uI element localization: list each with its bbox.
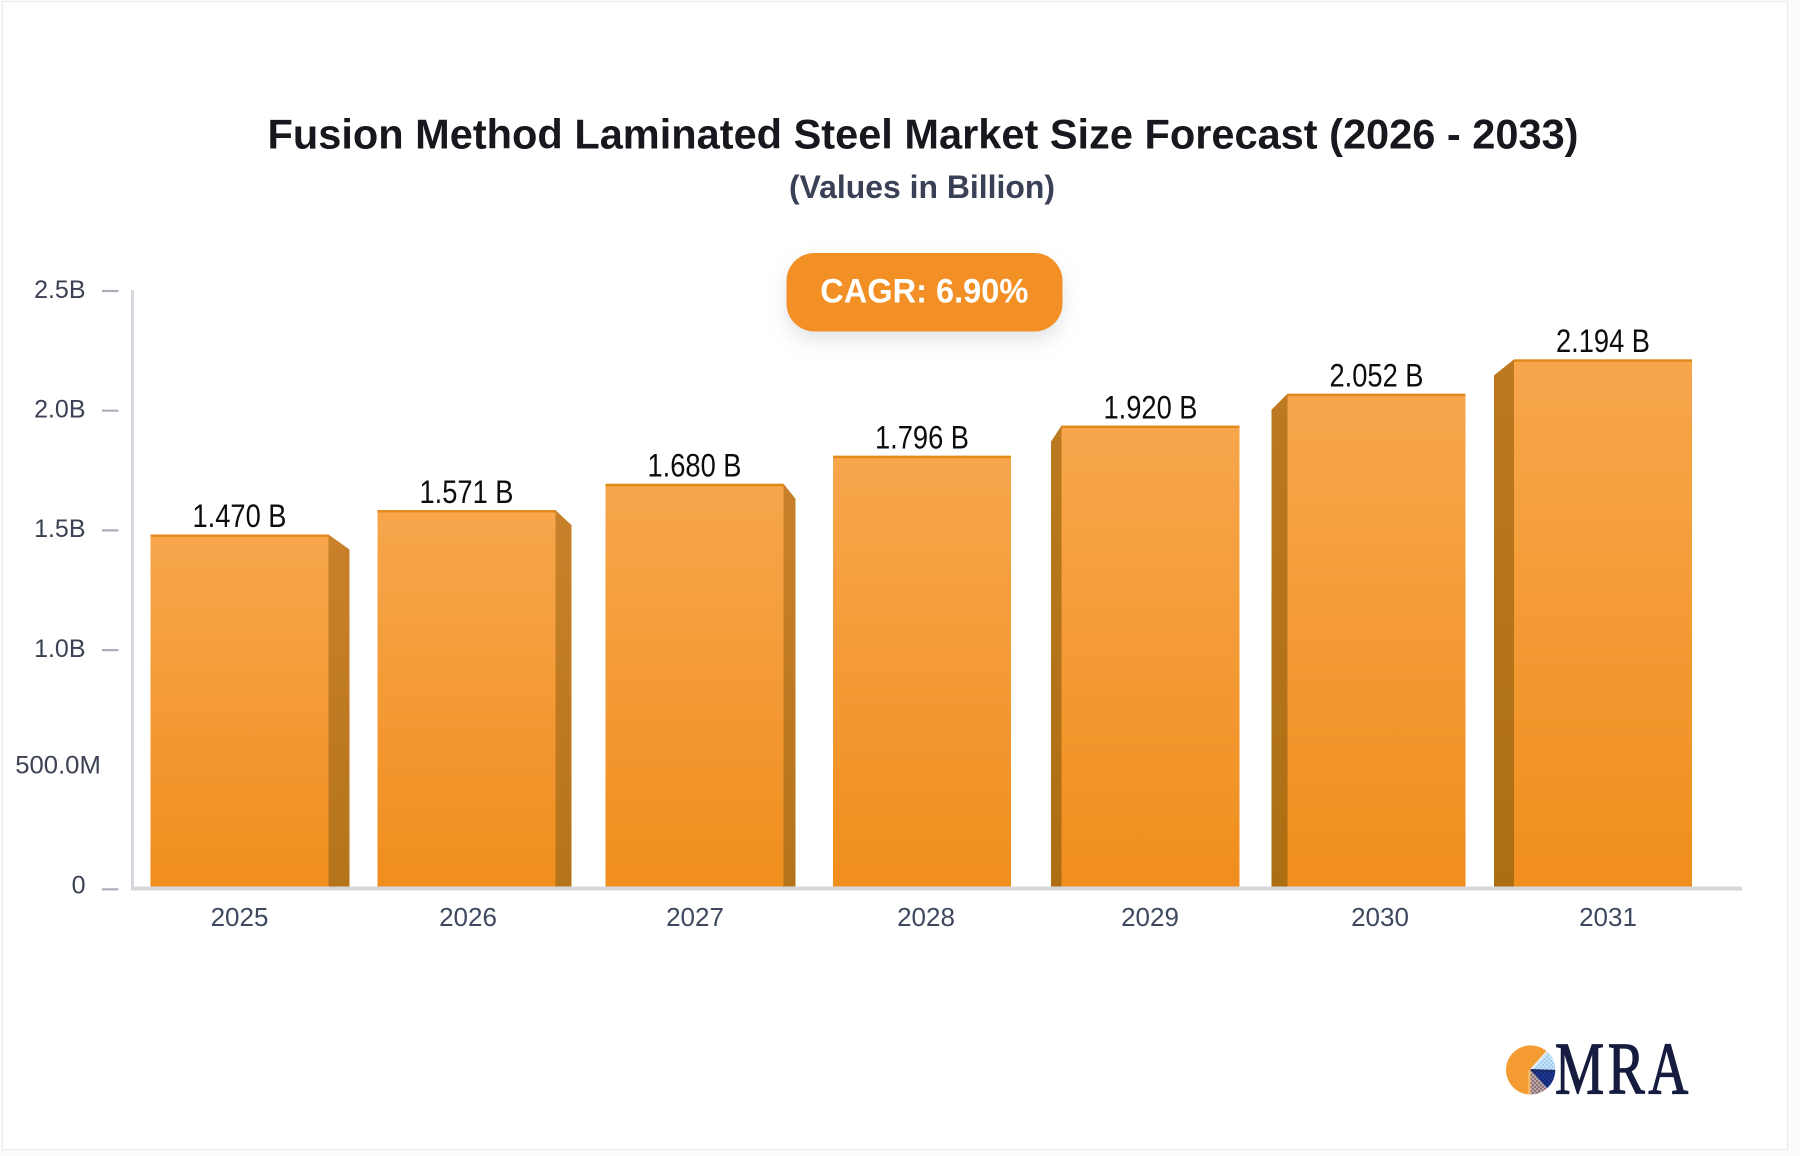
svg-text:2025: 2025 xyxy=(211,902,269,932)
svg-text:(Values in Billion): (Values in Billion) xyxy=(789,169,1055,205)
svg-text:1.5B: 1.5B xyxy=(34,515,85,543)
svg-text:2.052 B: 2.052 B xyxy=(1330,357,1424,393)
svg-text:MRA: MRA xyxy=(1555,1028,1692,1110)
svg-text:1.0B: 1.0B xyxy=(34,635,85,663)
svg-text:2028: 2028 xyxy=(897,902,955,932)
svg-text:1.571 B: 1.571 B xyxy=(420,474,514,510)
svg-text:2029: 2029 xyxy=(1121,902,1179,932)
svg-text:Fusion Method Laminated Steel: Fusion Method Laminated Steel Market Siz… xyxy=(268,111,1579,158)
svg-text:2.5B: 2.5B xyxy=(34,276,85,304)
svg-text:CAGR: 6.90%: CAGR: 6.90% xyxy=(820,273,1028,311)
svg-text:1.470 B: 1.470 B xyxy=(193,498,287,534)
svg-text:2027: 2027 xyxy=(666,902,724,932)
svg-text:2.194 B: 2.194 B xyxy=(1556,323,1650,359)
svg-text:500.0M: 500.0M xyxy=(15,752,101,780)
svg-text:2.0B: 2.0B xyxy=(34,396,85,424)
svg-text:1.680 B: 1.680 B xyxy=(648,448,742,484)
svg-text:2026: 2026 xyxy=(439,902,497,932)
svg-text:2030: 2030 xyxy=(1351,902,1409,932)
svg-text:1.920 B: 1.920 B xyxy=(1104,389,1198,425)
svg-text:0: 0 xyxy=(72,872,86,900)
svg-text:2031: 2031 xyxy=(1579,902,1637,932)
svg-text:1.796 B: 1.796 B xyxy=(875,419,969,455)
